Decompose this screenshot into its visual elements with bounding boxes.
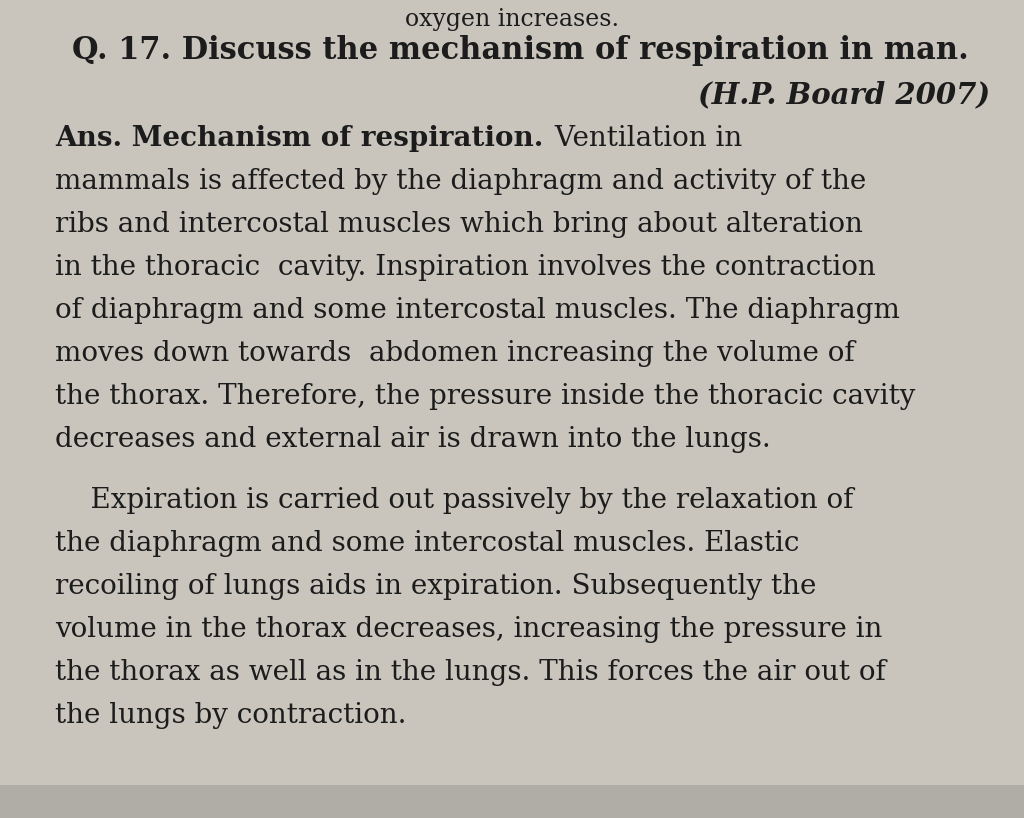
Text: oxygen increases.: oxygen increases. xyxy=(404,8,620,31)
Text: recoiling of lungs aids in expiration. Subsequently the: recoiling of lungs aids in expiration. S… xyxy=(55,573,816,600)
Text: Ventilation in: Ventilation in xyxy=(547,125,742,152)
Text: Expiration is carried out passively by the relaxation of: Expiration is carried out passively by t… xyxy=(55,487,853,514)
Text: of diaphragm and some intercostal muscles. The diaphragm: of diaphragm and some intercostal muscle… xyxy=(55,297,900,324)
Text: in the thoracic  cavity. Inspiration involves the contraction: in the thoracic cavity. Inspiration invo… xyxy=(55,254,876,281)
Text: volume in the thorax decreases, increasing the pressure in: volume in the thorax decreases, increasi… xyxy=(55,616,883,643)
Text: Ans. Mechanism of respiration.: Ans. Mechanism of respiration. xyxy=(55,125,544,152)
Text: (H.P. Board 2007): (H.P. Board 2007) xyxy=(698,80,990,109)
Text: mammals is affected by the diaphragm and activity of the: mammals is affected by the diaphragm and… xyxy=(55,168,866,195)
Text: ribs and intercostal muscles which bring about alteration: ribs and intercostal muscles which bring… xyxy=(55,211,863,238)
Text: decreases and external air is drawn into the lungs.: decreases and external air is drawn into… xyxy=(55,426,771,453)
Text: the thorax as well as in the lungs. This forces the air out of: the thorax as well as in the lungs. This… xyxy=(55,659,886,686)
Bar xyxy=(0,785,1024,818)
Text: moves down towards  abdomen increasing the volume of: moves down towards abdomen increasing th… xyxy=(55,340,855,367)
Text: the thorax. Therefore, the pressure inside the thoracic cavity: the thorax. Therefore, the pressure insi… xyxy=(55,383,915,410)
Text: Q. 17. Discuss the mechanism of respiration in man.: Q. 17. Discuss the mechanism of respirat… xyxy=(72,35,969,66)
Text: the lungs by contraction.: the lungs by contraction. xyxy=(55,702,407,729)
Text: the diaphragm and some intercostal muscles. Elastic: the diaphragm and some intercostal muscl… xyxy=(55,530,800,557)
